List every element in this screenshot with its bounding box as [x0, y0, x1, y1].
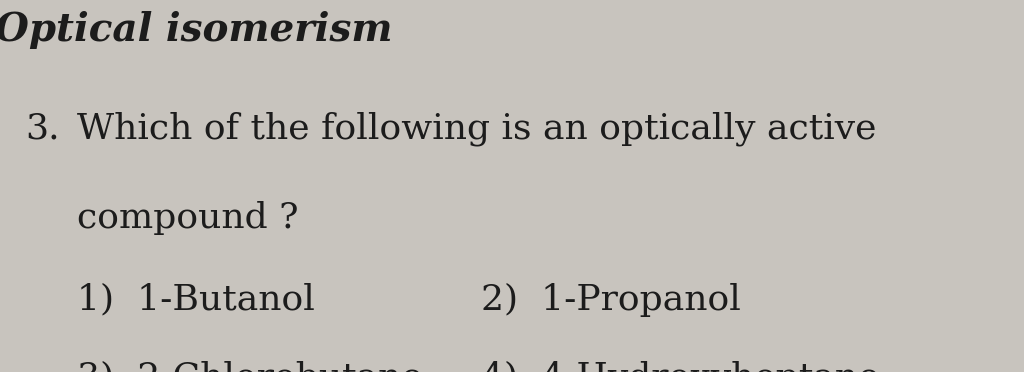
Text: compound ?: compound ? — [77, 201, 298, 235]
Text: 2)  1-Propanol: 2) 1-Propanol — [481, 283, 741, 317]
Text: Optical isomerism: Optical isomerism — [0, 11, 392, 49]
Text: 3)  2-Chlorobutane: 3) 2-Chlorobutane — [77, 361, 423, 372]
Text: 4)  4-Hydroxyheptane: 4) 4-Hydroxyheptane — [481, 361, 880, 372]
Text: 3.: 3. — [26, 112, 60, 145]
Text: Which of the following is an optically active: Which of the following is an optically a… — [77, 112, 877, 146]
Text: 1)  1-Butanol: 1) 1-Butanol — [77, 283, 314, 317]
